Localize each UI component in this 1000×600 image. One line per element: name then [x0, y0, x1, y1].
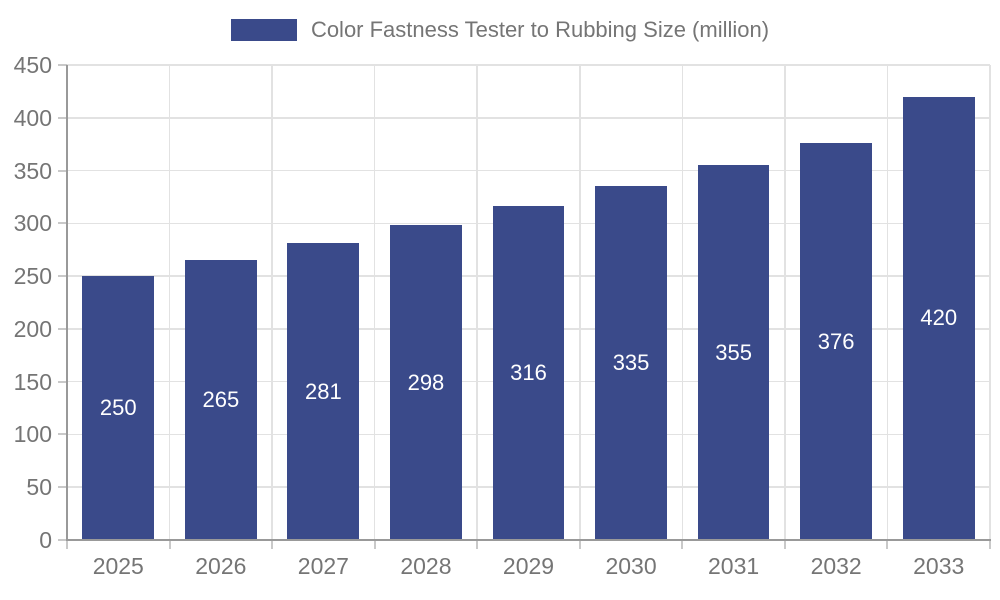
gridline-vertical: [373, 65, 376, 540]
gridline-vertical: [579, 65, 581, 540]
y-tick-label: 250: [13, 263, 52, 290]
gridline-vertical: [476, 65, 478, 540]
bar-value-label: 250: [99, 395, 137, 421]
x-tick-label: 2029: [502, 553, 555, 579]
legend: Color Fastness Tester to Rubbing Size (m…: [0, 17, 1000, 43]
x-tick-label: 2028: [400, 553, 452, 579]
gridline-horizontal: [67, 169, 990, 172]
bar[interactable]: 298: [390, 225, 462, 540]
y-tick-label: 50: [26, 474, 52, 501]
bar-value-label: 316: [510, 360, 547, 386]
gridline-vertical: [271, 65, 273, 540]
y-tick-label: 400: [13, 104, 52, 131]
x-axis-tick: [578, 540, 581, 549]
y-axis-tick: [58, 486, 67, 489]
x-tick-label: 2026: [195, 553, 247, 579]
y-axis-tick: [58, 327, 67, 330]
y-tick-label: 100: [13, 421, 52, 448]
y-axis-tick: [58, 275, 67, 278]
y-axis-tick: [58, 433, 67, 436]
gridline-vertical: [784, 65, 786, 540]
x-axis-tick: [66, 540, 68, 549]
gridline-vertical: [681, 65, 684, 540]
x-axis-tick: [168, 540, 171, 549]
x-axis-tick: [886, 540, 889, 549]
y-axis-line: [66, 65, 68, 540]
y-tick-label: 450: [13, 52, 52, 78]
y-axis-tick: [58, 222, 67, 225]
bar[interactable]: 250: [82, 276, 155, 540]
gridline-vertical: [168, 65, 171, 540]
y-axis-tick: [58, 169, 67, 172]
x-axis-tick: [271, 540, 274, 549]
bar-value-label: 298: [407, 369, 445, 395]
y-tick-label: 300: [13, 210, 52, 237]
bar-value-label: 265: [202, 387, 240, 413]
bar[interactable]: 335: [595, 186, 667, 540]
bar-value-label: 355: [715, 339, 752, 365]
y-tick-label: 350: [13, 157, 52, 184]
x-axis-tick: [476, 540, 479, 549]
y-axis-tick: [58, 116, 67, 119]
bar[interactable]: 355: [697, 165, 770, 540]
bar-value-label: 420: [920, 305, 958, 331]
x-tick-label: 2030: [605, 553, 657, 579]
bar[interactable]: 281: [287, 243, 360, 540]
x-tick-label: 2025: [92, 553, 144, 579]
gridline-vertical: [989, 65, 991, 540]
x-axis-tick: [783, 540, 786, 549]
gridline-vertical: [886, 65, 889, 540]
x-tick-label: 2033: [913, 553, 965, 579]
bar[interactable]: 420: [902, 96, 975, 540]
x-axis-tick: [373, 540, 376, 549]
bar-value-label: 335: [612, 350, 650, 376]
y-tick-label: 200: [13, 315, 52, 342]
y-axis-tick: [58, 539, 67, 541]
x-axis-line: [66, 539, 991, 541]
x-axis-tick: [681, 540, 684, 549]
legend-swatch[interactable]: [230, 19, 297, 41]
bar-value-label: 281: [305, 378, 342, 404]
legend-label[interactable]: Color Fastness Tester to Rubbing Size (m…: [310, 17, 770, 42]
plot-area: 0 50 100 150 200 250 300 350 400 450 250 2025 265 202…: [14, 52, 991, 579]
y-tick-label: 150: [13, 368, 52, 395]
x-tick-label: 2031: [708, 553, 760, 579]
gridline-horizontal: [67, 64, 990, 66]
y-axis-tick: [58, 64, 67, 66]
x-tick-label: 2032: [810, 553, 862, 579]
gridline-horizontal: [67, 117, 990, 119]
bar[interactable]: 265: [184, 260, 257, 540]
bar[interactable]: 316: [492, 206, 565, 540]
y-tick-label: 0: [39, 527, 52, 553]
bar[interactable]: 376: [800, 143, 873, 540]
y-axis-tick: [58, 380, 67, 383]
x-axis-tick: [989, 540, 991, 549]
bar-value-label: 376: [817, 328, 855, 354]
x-tick-label: 2027: [297, 553, 349, 579]
